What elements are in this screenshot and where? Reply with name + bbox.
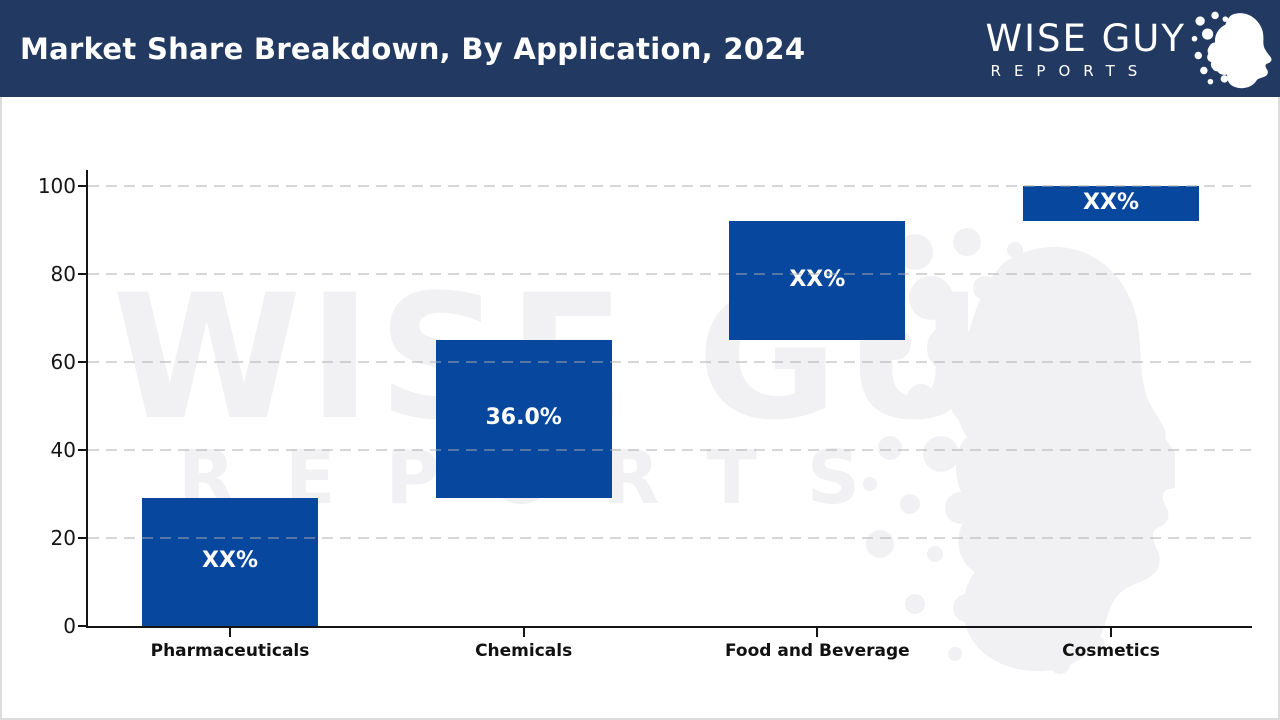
x-axis-category-label: Cosmetics [1062, 641, 1160, 661]
brand-logo-text: WISE GUY REPORTS [985, 16, 1186, 80]
x-axis-line [86, 626, 1252, 628]
bar-value-label: 36.0% [485, 405, 562, 431]
gridline [88, 361, 1252, 363]
y-axis-tick-label: 40 [50, 438, 76, 462]
y-axis-tick-label: 0 [63, 614, 76, 638]
waterfall-bar: XX% [142, 498, 318, 626]
y-axis-tickmark [78, 185, 87, 187]
waterfall-bar: XX% [729, 221, 906, 340]
y-axis-tickmark [78, 449, 87, 451]
y-axis-tickmark [78, 361, 87, 363]
x-axis-tickmark [229, 628, 231, 637]
gridline [88, 449, 1252, 451]
y-axis-tickmark [78, 273, 87, 275]
x-axis-tickmark [522, 628, 525, 637]
bar-value-label: XX% [202, 548, 258, 574]
y-axis-tickmark [78, 625, 87, 627]
y-axis-tick-label: 100 [37, 174, 76, 198]
bar-value-label: XX% [1083, 189, 1139, 215]
brand-logo: WISE GUY REPORTS [986, 7, 1272, 91]
bar-value-label: XX% [789, 266, 846, 292]
x-axis-category-label: Food and Beverage [724, 641, 910, 661]
header-bar: Market Share Breakdown, By Application, … [0, 0, 1280, 97]
x-axis-tickmark [816, 628, 819, 637]
brand-head-icon [1191, 11, 1272, 89]
watermark-head-icon [863, 228, 1175, 674]
brand-subname: REPORTS [990, 61, 1151, 80]
page-title: Market Share Breakdown, By Application, … [20, 31, 806, 66]
y-axis-tickmark [78, 537, 87, 539]
y-axis-line [86, 170, 88, 628]
chart-area: WISE GUY REPORTS 020406080100XX%Pharmace… [0, 97, 1280, 720]
brand-name: WISE GUY [985, 16, 1186, 60]
waterfall-bar: 36.0% [435, 340, 612, 499]
gridline [88, 273, 1252, 275]
x-axis-category-label: Chemicals [475, 641, 573, 661]
y-axis-tick-label: 20 [50, 526, 76, 550]
gridline [88, 185, 1252, 187]
y-axis-tick-label: 80 [50, 262, 76, 286]
x-axis-category-label: Pharmaceuticals [150, 641, 310, 661]
waterfall-bar: XX% [1023, 186, 1199, 222]
gridline [88, 537, 1252, 539]
x-axis-tickmark [1110, 628, 1112, 637]
y-axis-tick-label: 60 [50, 350, 76, 374]
